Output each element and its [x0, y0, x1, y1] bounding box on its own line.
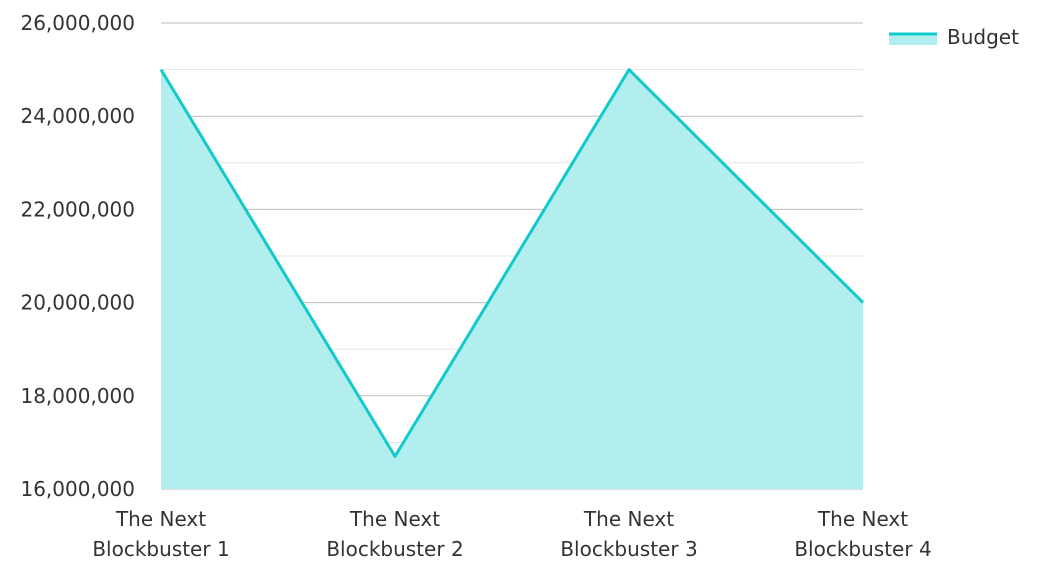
x-tick-label-line: The Next — [115, 507, 206, 531]
x-tick-label-line: The Next — [349, 507, 440, 531]
y-tick-label: 16,000,000 — [20, 477, 135, 501]
x-axis: The Next Blockbuster 1 The Next Blockbuster… — [92, 507, 931, 561]
x-tick-label-line: The Next — [817, 507, 908, 531]
x-tick-label-line: Blockbuster 1 — [92, 537, 229, 561]
y-tick-label: 26,000,000 — [20, 11, 135, 35]
y-tick-label: 22,000,000 — [20, 197, 135, 221]
legend-label-budget: Budget — [947, 25, 1019, 49]
x-tick-label-line: Blockbuster 3 — [560, 537, 697, 561]
y-tick-label: 20,000,000 — [20, 291, 135, 315]
legend[interactable]: Budget — [889, 25, 1019, 49]
x-tick-label: The Next Blockbuster 1 — [92, 507, 229, 561]
y-axis: 16,000,000 18,000,000 20,000,000 22,000,000… — [20, 11, 135, 501]
x-tick-label-line: Blockbuster 4 — [794, 537, 931, 561]
x-tick-label: The Next Blockbuster 3 — [560, 507, 697, 561]
plot-area — [159, 68, 865, 489]
x-tick-label: The Next Blockbuster 2 — [326, 507, 463, 561]
legend-swatch-budget — [889, 33, 937, 45]
x-tick-label: The Next Blockbuster 4 — [794, 507, 931, 561]
y-tick-label: 24,000,000 — [20, 104, 135, 128]
series-line-budget — [159, 68, 865, 458]
x-tick-label-line: The Next — [583, 507, 674, 531]
y-tick-label: 18,000,000 — [20, 384, 135, 408]
area-fill-budget — [161, 69, 863, 489]
x-tick-label-line: Blockbuster 2 — [326, 537, 463, 561]
